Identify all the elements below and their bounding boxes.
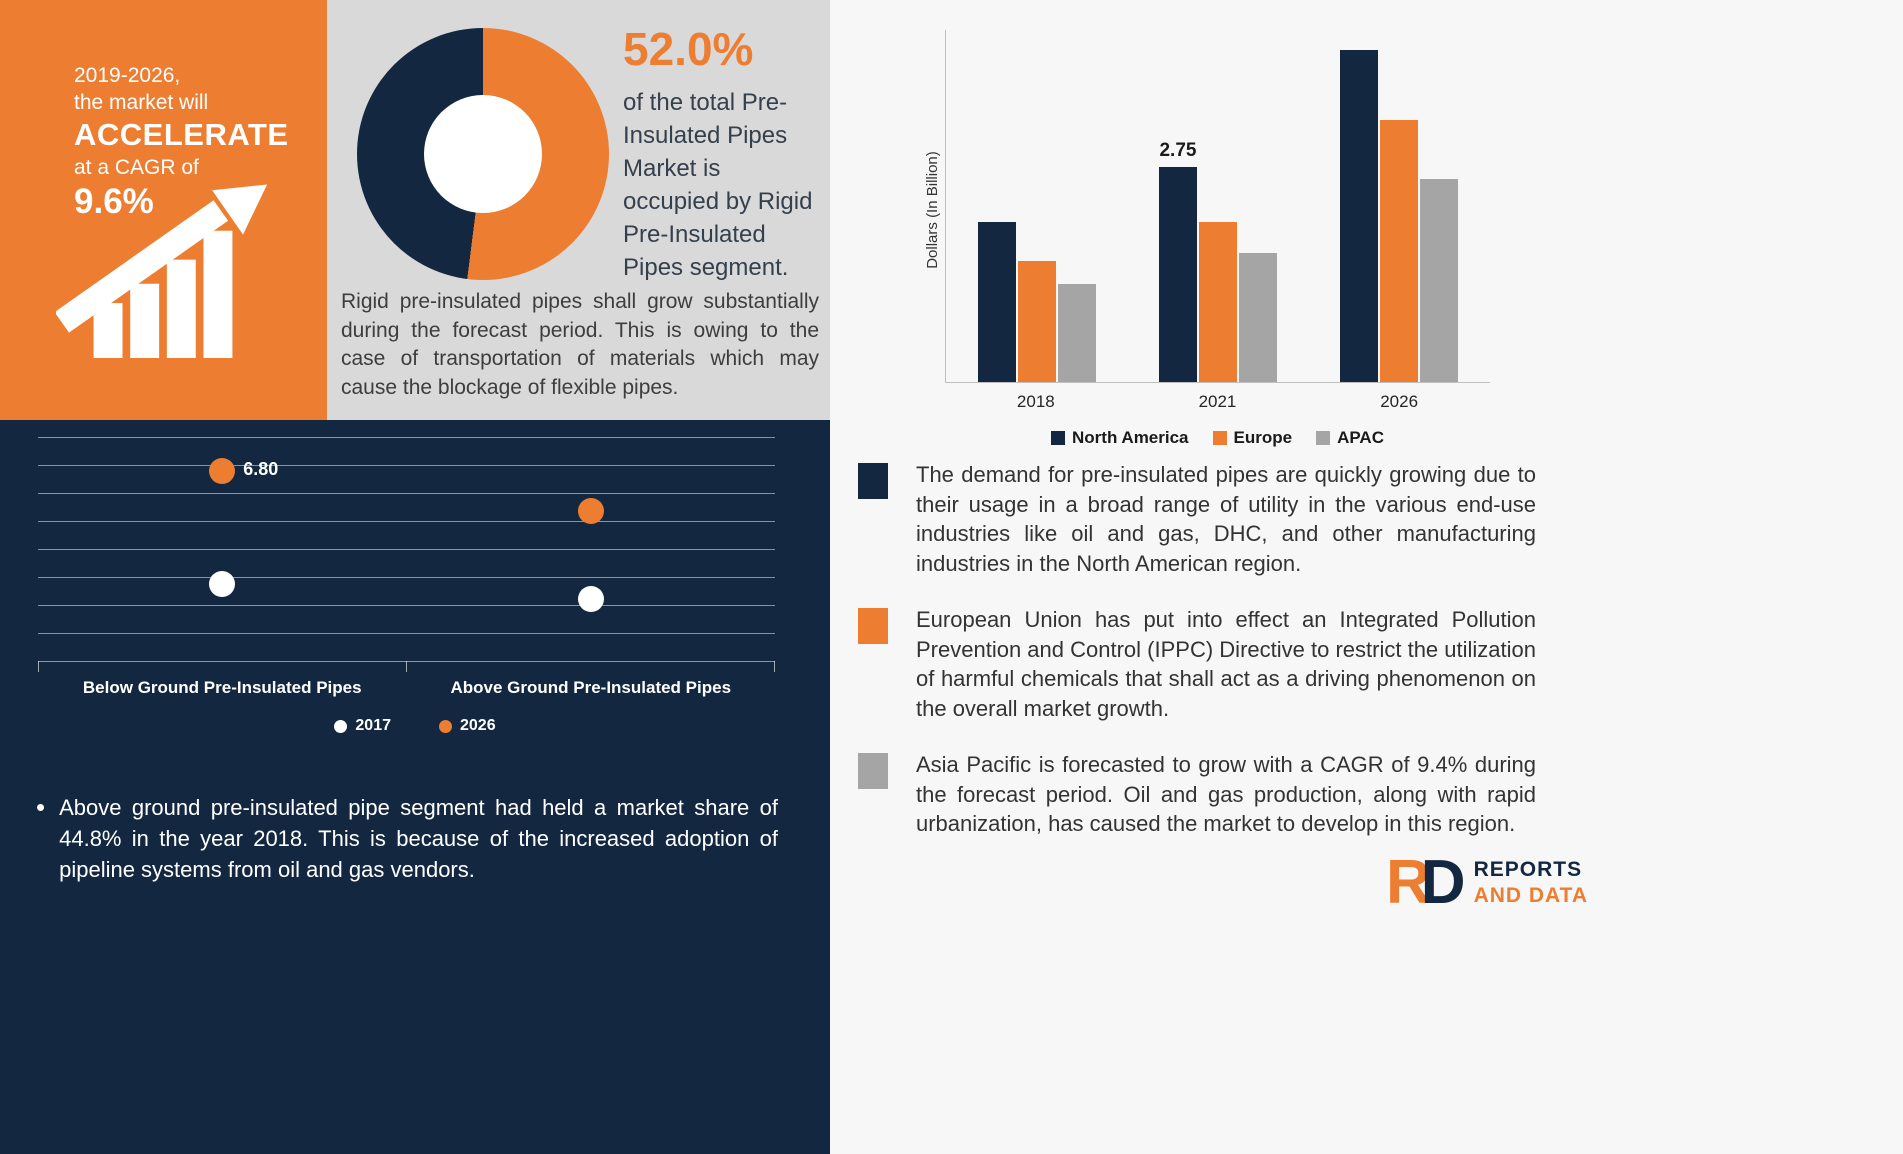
bullet-apac-text: Asia Pacific is forecasted to grow with … <box>916 752 1536 836</box>
legend-label-2026: 2026 <box>460 717 496 734</box>
rigid-share-percent: 52.0% <box>623 23 754 75</box>
legend-dot-2026 <box>439 719 452 733</box>
grid-line <box>38 633 775 634</box>
axis-tick <box>38 661 39 672</box>
donut-chart <box>357 28 609 280</box>
category-above-ground: Above Ground Pre-Insulated Pipes <box>450 678 732 697</box>
dotplot-category-labels: Below Ground Pre-Insulated Pipes Above G… <box>38 678 775 698</box>
cagr-accelerate: ACCELERATE <box>74 117 289 152</box>
bar-chart-legend: North America Europe APAC <box>945 428 1490 448</box>
bar-apac-2021 <box>1238 252 1277 382</box>
bar-apac-2026 <box>1420 178 1459 382</box>
bullet-europe-text: European Union has put into effect an In… <box>916 607 1536 721</box>
bullet-north-america: The demand for pre-insulated pipes are q… <box>858 460 1536 578</box>
bar-value-label: 2.75 <box>1159 139 1197 161</box>
category-2026: 2026 <box>1380 392 1419 411</box>
legend-label-2017: 2017 <box>355 717 391 734</box>
bullet-square-gray <box>858 753 888 789</box>
legend-swatch-north-america <box>1051 431 1065 445</box>
rigid-share-body: Rigid pre-insulated pipes shall grow sub… <box>341 290 819 399</box>
legend-item-2017: 2017 <box>334 717 391 735</box>
segment-dot-plot: 6.80 <box>38 437 775 662</box>
logo-line2: AND DATA <box>1473 884 1589 907</box>
legend-label-north-america: North America <box>1072 428 1189 447</box>
bar-chart-y-axis-label: Dollars (In Billion) <box>924 151 941 269</box>
bullet-square-orange <box>858 608 888 644</box>
growth-arrow-icon <box>56 184 268 358</box>
data-point-2026 <box>209 457 236 484</box>
axis-tick <box>406 661 407 672</box>
data-point-2017 <box>209 571 236 597</box>
above-ground-bullet: • Above ground pre-insulated pipe segmen… <box>36 792 778 885</box>
bullet-europe: European Union has put into effect an In… <box>858 605 1536 723</box>
logo-d: D <box>1420 848 1466 917</box>
above-ground-bullet-text: Above ground pre-insulated pipe segment … <box>59 795 778 882</box>
grid-line <box>38 605 775 606</box>
grid-line <box>38 521 775 522</box>
bar-group-2021: 2.75 <box>1158 140 1277 382</box>
legend-label-europe: Europe <box>1233 428 1293 447</box>
bar-group-2018 <box>977 221 1096 382</box>
bullet-north-america-text: The demand for pre-insulated pipes are q… <box>916 462 1536 576</box>
grid-line <box>38 577 775 578</box>
grid-line <box>38 465 775 466</box>
segment-dotplot-panel: 6.80 Below Ground Pre-Insulated Pipes Ab… <box>0 420 830 1154</box>
data-point-2017 <box>577 586 604 613</box>
bullet-marker: • <box>36 792 46 822</box>
bar-group-2026 <box>1340 49 1459 382</box>
legend-dot-2017 <box>334 719 348 733</box>
bar-europe-2021 <box>1198 221 1237 382</box>
cagr-highlight-panel: 2019-2026, the market will ACCELERATE at… <box>0 0 327 420</box>
regional-bullets: The demand for pre-insulated pipes are q… <box>858 460 1536 839</box>
cagr-value: 9.6% <box>74 182 154 221</box>
bar-chart-category-labels: 2018 2021 2026 <box>945 392 1490 412</box>
category-2018: 2018 <box>1016 392 1055 411</box>
category-2021: 2021 <box>1198 392 1237 411</box>
legend-swatch-apac <box>1316 431 1331 445</box>
legend-item-2026: 2026 <box>439 717 496 735</box>
data-point-label: 6.80 <box>243 458 279 479</box>
grid-line <box>38 549 775 550</box>
cagr-line2: the market will <box>74 91 209 114</box>
cagr-line4: at a CAGR of <box>74 156 199 179</box>
dotplot-legend: 2017 2026 <box>0 717 830 735</box>
grid-line <box>38 437 775 438</box>
grid-line <box>38 493 775 494</box>
donut-caption: 52.0% of the total Pre-Insulated Pipes M… <box>623 22 823 284</box>
data-point-2026 <box>577 498 604 525</box>
legend-item-north-america: North America <box>1051 428 1189 448</box>
category-below-ground: Below Ground Pre-Insulated Pipes <box>82 678 362 697</box>
bar-north-america-2021: 2.75 <box>1158 140 1197 382</box>
bar-north-america-2026 <box>1340 49 1379 382</box>
logo-r: R <box>1386 848 1431 917</box>
logo-text: REPORTS AND DATA <box>1474 857 1589 909</box>
dotplot-axis-ticks <box>38 661 775 672</box>
cagr-period: 2019-2026, <box>74 64 181 87</box>
legend-label-apac: APAC <box>1337 428 1384 447</box>
legend-swatch-europe <box>1212 431 1227 445</box>
reports-and-data-logo: RD REPORTS AND DATA <box>1386 852 1588 914</box>
bar-europe-2018 <box>1017 260 1056 382</box>
bar-europe-2026 <box>1380 120 1419 382</box>
bullet-square-navy <box>858 463 888 499</box>
bar-apac-2018 <box>1057 284 1096 382</box>
cagr-text-block: 2019-2026, the market will ACCELERATE at… <box>0 0 327 223</box>
axis-tick <box>774 661 775 672</box>
legend-item-apac: APAC <box>1316 428 1384 448</box>
regional-panel: Dollars (In Billion) 2.75 2018 2021 2026… <box>830 0 1903 1154</box>
legend-item-europe: Europe <box>1212 428 1293 448</box>
rigid-share-headline: of the total Pre-Insulated Pipes Market … <box>623 89 813 281</box>
donut-panel: 52.0% of the total Pre-Insulated Pipes M… <box>327 0 830 420</box>
logo-line1: REPORTS <box>1473 858 1583 881</box>
logo-rd-mark: RD <box>1386 852 1474 914</box>
bullet-apac: Asia Pacific is forecasted to grow with … <box>858 750 1536 839</box>
donut-hole <box>424 95 542 213</box>
bar-north-america-2018 <box>977 221 1016 382</box>
regional-bar-chart: 2.75 <box>945 30 1490 383</box>
